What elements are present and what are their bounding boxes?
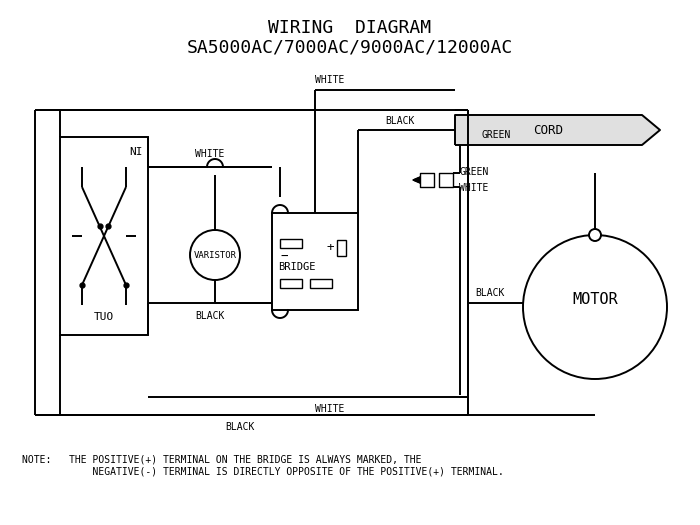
Text: WHITE: WHITE: [459, 183, 489, 193]
Text: BLACK: BLACK: [385, 116, 414, 126]
Bar: [60, 137, 148, 335]
Text: MOTOR: MOTOR: [572, 291, 618, 307]
Text: NOTE:   THE POSITIVE(+) TERMINAL ON THE BRIDGE IS ALWAYS MARKED, THE: NOTE: THE POSITIVE(+) TERMINAL ON THE BR…: [22, 455, 421, 465]
Bar: [280, 239, 302, 248]
Text: BLACK: BLACK: [195, 311, 225, 321]
Text: GREEN: GREEN: [459, 167, 489, 177]
Text: CORD: CORD: [533, 123, 564, 136]
Text: NEGATIVE(-) TERMINAL IS DIRECTLY OPPOSITE OF THE POSITIVE(+) TERMINAL.: NEGATIVE(-) TERMINAL IS DIRECTLY OPPOSIT…: [22, 467, 504, 477]
Circle shape: [523, 235, 667, 379]
Bar: [420, 173, 434, 187]
Text: +: +: [326, 242, 334, 255]
Bar: [337, 240, 346, 256]
Text: BLACK: BLACK: [225, 422, 255, 432]
Text: VARISTOR: VARISTOR: [193, 250, 237, 259]
Text: TUO: TUO: [94, 312, 114, 322]
Text: NI: NI: [130, 147, 143, 157]
Text: SA5000AC/7000AC/9000AC/12000AC: SA5000AC/7000AC/9000AC/12000AC: [187, 39, 513, 57]
Text: BRIDGE: BRIDGE: [279, 261, 316, 271]
Bar: [272, 213, 358, 310]
Text: WHITE: WHITE: [315, 75, 344, 85]
Text: GREEN: GREEN: [482, 130, 512, 140]
Polygon shape: [413, 177, 420, 183]
Polygon shape: [455, 115, 660, 145]
Bar: [280, 279, 302, 288]
Text: WIRING  DIAGRAM: WIRING DIAGRAM: [268, 19, 432, 37]
Bar: [310, 279, 332, 288]
Text: WHITE: WHITE: [315, 404, 344, 414]
Text: −: −: [280, 250, 288, 263]
Circle shape: [589, 229, 601, 241]
Circle shape: [190, 230, 240, 280]
Text: WHITE: WHITE: [195, 149, 225, 159]
Bar: [439, 173, 453, 187]
Text: BLACK: BLACK: [475, 288, 505, 298]
